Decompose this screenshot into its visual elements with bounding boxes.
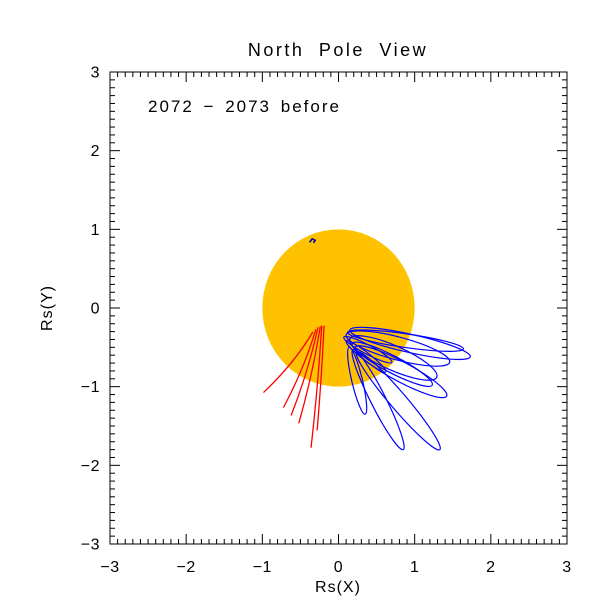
closed-field-loop bbox=[347, 346, 368, 415]
spot-marker bbox=[308, 237, 317, 244]
closed-field-loop bbox=[345, 330, 451, 367]
closed-field-loop bbox=[347, 329, 465, 352]
x-tick-label: −2 bbox=[177, 559, 196, 576]
open-field-lines-layer bbox=[263, 325, 325, 448]
tick-labels-layer: −3 −2 −1 0 1 2 3 −3 −2 −1 0 1 2 3 bbox=[81, 65, 571, 577]
open-field-line bbox=[316, 325, 325, 431]
x-tick-label: 3 bbox=[562, 559, 571, 576]
open-field-line bbox=[283, 329, 317, 408]
x-tick-label: 2 bbox=[486, 559, 495, 576]
closed-field-loop bbox=[343, 335, 393, 364]
closed-field-loop bbox=[349, 326, 471, 361]
y-tick-label: 0 bbox=[91, 301, 100, 318]
x-tick-label: 1 bbox=[410, 559, 419, 576]
closed-field-loop bbox=[355, 351, 441, 451]
closed-field-loop bbox=[349, 335, 438, 381]
y-tick-label: 2 bbox=[91, 143, 100, 160]
closed-field-loop bbox=[351, 341, 433, 387]
y-tick-label: −3 bbox=[81, 537, 100, 554]
closed-field-lines-layer bbox=[343, 326, 471, 451]
y-axis-label: Rs(Y) bbox=[39, 285, 56, 331]
x-axis-label: Rs(X) bbox=[315, 579, 361, 596]
spot-marker-layer bbox=[308, 237, 317, 244]
annotation-label: 2072 − 2073 before bbox=[148, 97, 341, 116]
x-tick-label: −1 bbox=[253, 559, 272, 576]
open-field-line bbox=[310, 325, 323, 448]
y-tick-label: 1 bbox=[91, 222, 100, 239]
x-tick-label: −3 bbox=[100, 559, 119, 576]
axis-ticks-layer bbox=[109, 71, 568, 545]
y-tick-label: 3 bbox=[91, 65, 100, 82]
open-field-line bbox=[298, 326, 321, 424]
x-tick-label: 0 bbox=[334, 559, 343, 576]
y-tick-label: −1 bbox=[81, 379, 100, 396]
closed-field-loop bbox=[351, 349, 405, 451]
plot-title: North Pole View bbox=[248, 40, 428, 60]
y-tick-label: −2 bbox=[81, 458, 100, 475]
open-field-line bbox=[263, 331, 314, 393]
closed-field-loop bbox=[345, 340, 387, 373]
open-field-line bbox=[290, 327, 319, 416]
